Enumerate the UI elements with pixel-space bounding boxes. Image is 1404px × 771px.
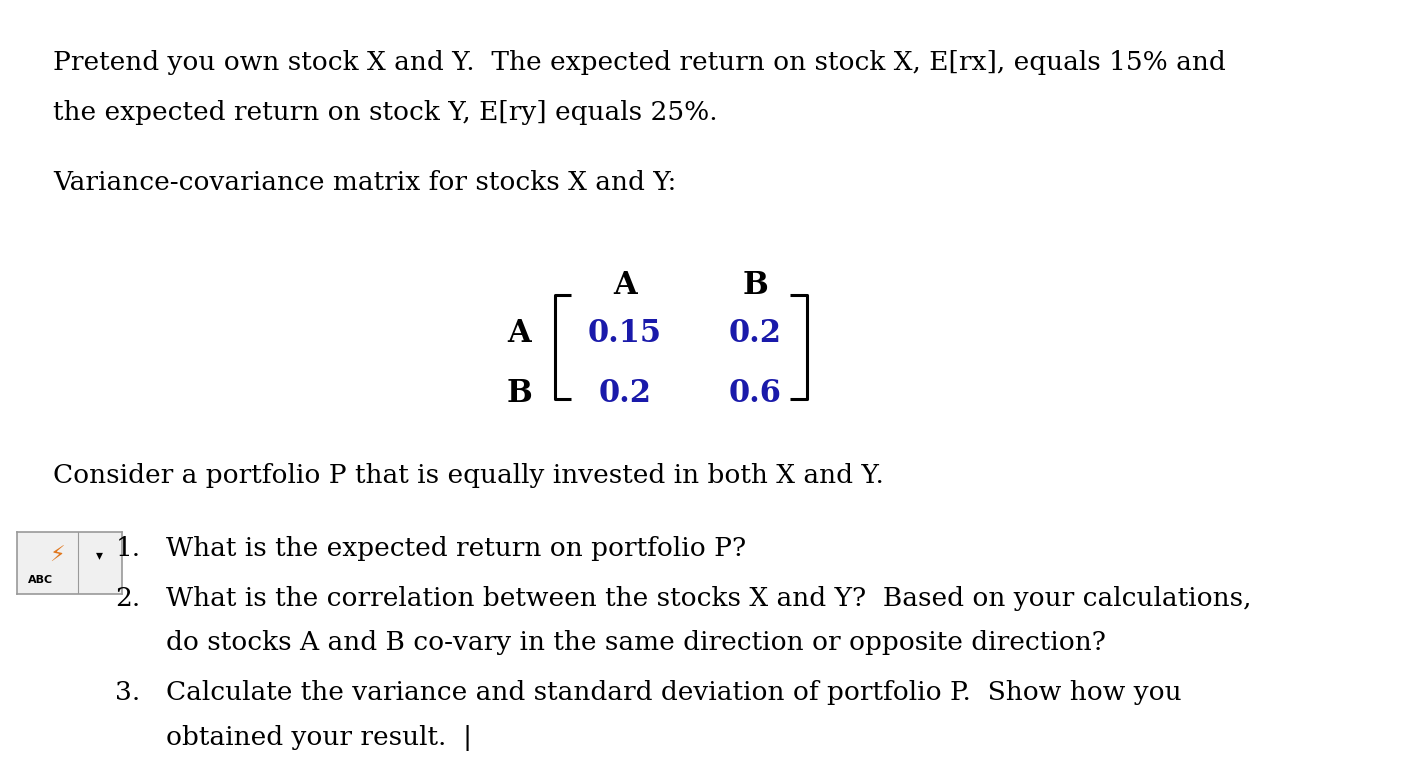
Text: B: B — [743, 270, 768, 301]
Text: What is the correlation between the stocks X and Y?  Based on your calculations,: What is the correlation between the stoc… — [166, 586, 1251, 611]
Text: 2.: 2. — [115, 586, 140, 611]
Text: do stocks A and B co-vary in the same direction or opposite direction?: do stocks A and B co-vary in the same di… — [166, 630, 1105, 655]
Text: Consider a portfolio P that is equally invested in both X and Y.: Consider a portfolio P that is equally i… — [53, 463, 885, 487]
Text: the expected return on stock Y, E[ry] equals 25%.: the expected return on stock Y, E[ry] eq… — [53, 100, 717, 125]
Text: 1.: 1. — [115, 536, 140, 561]
Text: ⚡: ⚡ — [49, 545, 65, 565]
Text: ABC: ABC — [28, 575, 52, 585]
Text: Pretend you own stock X and Y.  The expected return on stock X, E[rx], equals 15: Pretend you own stock X and Y. The expec… — [53, 50, 1226, 75]
Text: A: A — [508, 318, 531, 348]
Text: 0.15: 0.15 — [588, 318, 661, 348]
Text: What is the expected return on portfolio P?: What is the expected return on portfolio… — [166, 536, 746, 561]
Text: B: B — [507, 378, 532, 409]
Text: 0.6: 0.6 — [729, 378, 782, 409]
Text: Variance-covariance matrix for stocks X and Y:: Variance-covariance matrix for stocks X … — [53, 170, 677, 194]
Text: 0.2: 0.2 — [729, 318, 782, 348]
Text: Calculate the variance and standard deviation of portfolio P.  Show how you: Calculate the variance and standard devi… — [166, 680, 1181, 705]
Text: A: A — [614, 270, 636, 301]
Text: 0.2: 0.2 — [598, 378, 651, 409]
Text: obtained your result.  |: obtained your result. | — [166, 725, 472, 751]
Text: 3.: 3. — [115, 680, 140, 705]
Text: ▾: ▾ — [95, 548, 102, 562]
